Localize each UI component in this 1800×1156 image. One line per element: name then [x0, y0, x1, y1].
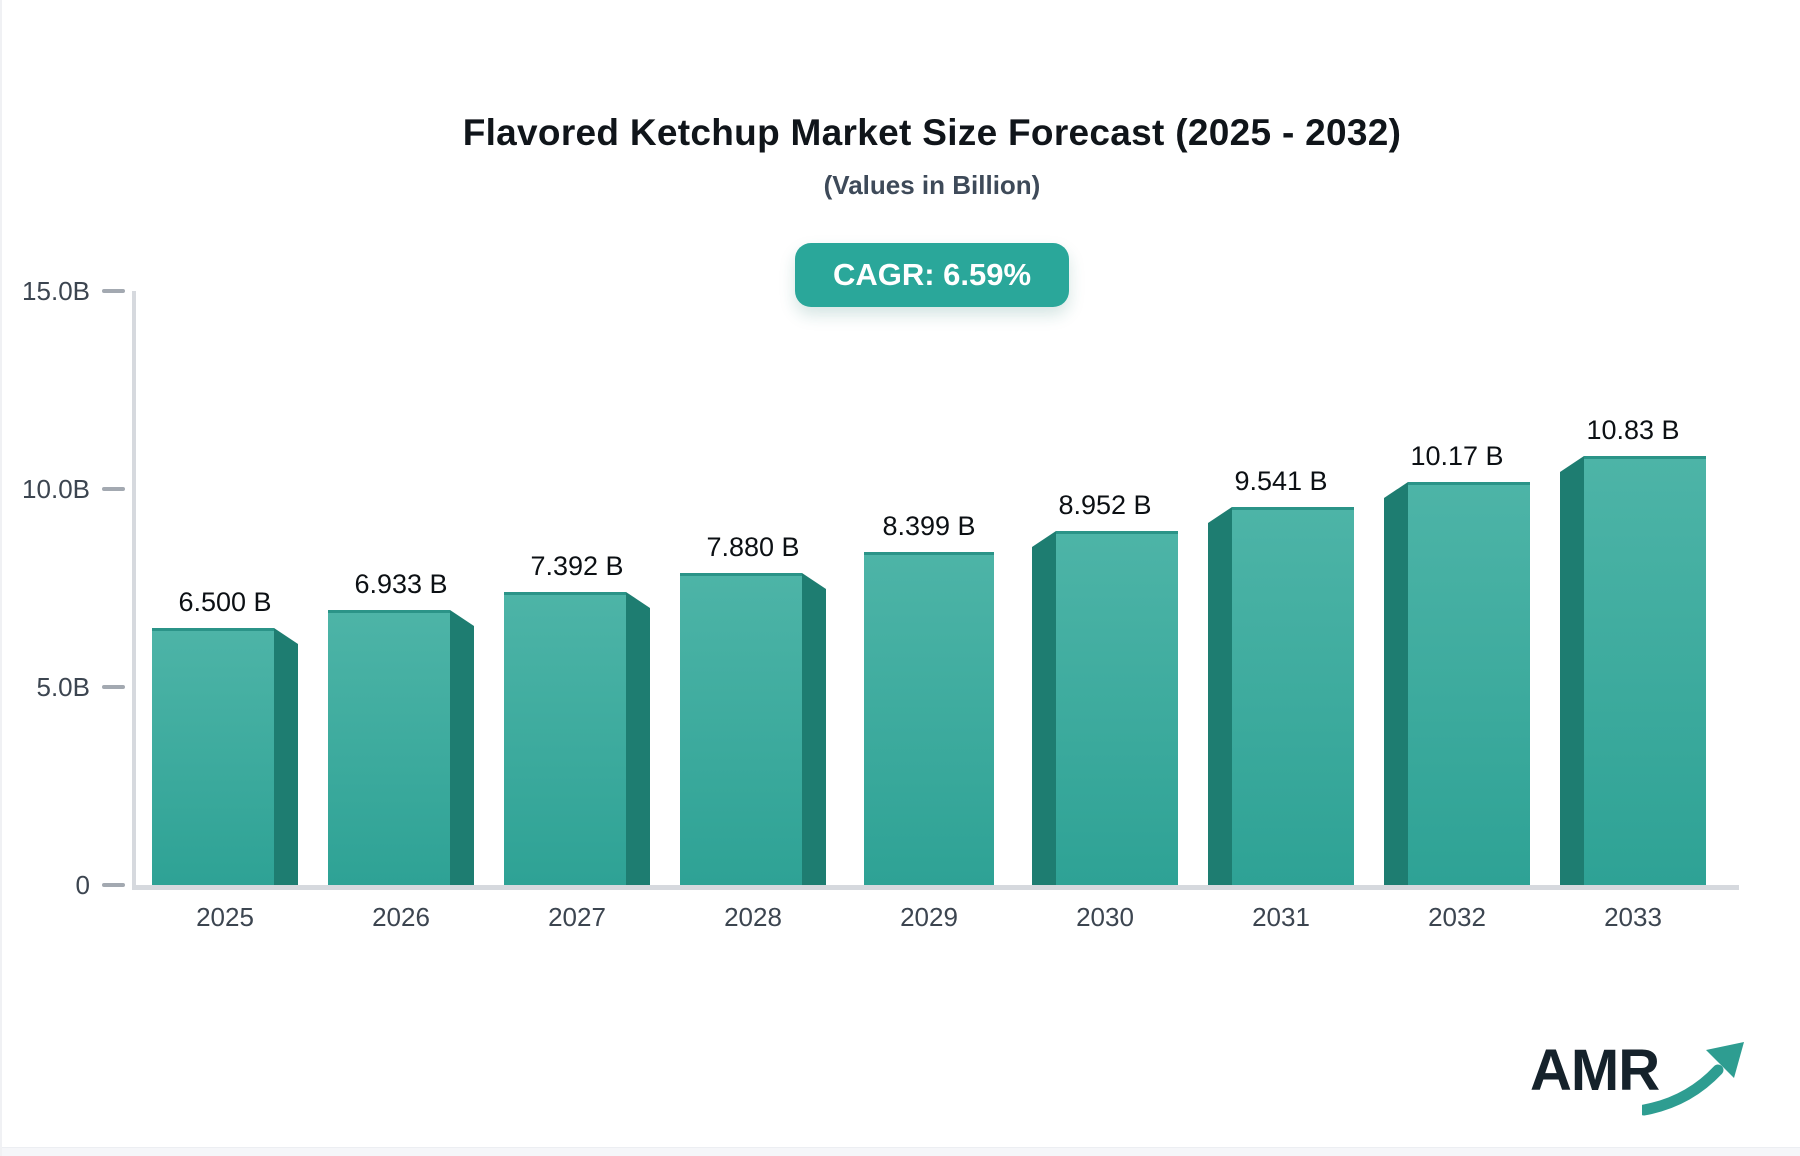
bar-face: [504, 592, 626, 885]
chart-subtitle: (Values in Billion): [823, 170, 1041, 200]
x-tick-label: 2032: [1428, 902, 1486, 932]
bar-side-face: [274, 628, 298, 885]
bar-side-face: [802, 573, 826, 885]
bar-2031: [1208, 507, 1354, 885]
bar-2026: [328, 610, 474, 885]
y-tick-mark: [102, 685, 125, 689]
y-tick-mark: [102, 487, 125, 491]
y-tick-label: 0: [75, 870, 90, 900]
bar-2032: [1384, 482, 1530, 885]
y-tick-label: 5.0B: [36, 672, 91, 702]
x-tick-label: 2028: [724, 902, 782, 932]
y-tick-mark: [102, 289, 125, 293]
bar-face: [680, 573, 802, 885]
bar-value-label: 7.392 B: [530, 551, 624, 581]
logo-text: AMR: [1530, 1038, 1660, 1103]
plot-area: 6.500 B 6.933 B 7.392 B 7.880 B 8.399 B 8.952…: [132, 291, 1739, 885]
bar-face: [152, 628, 274, 885]
bar-2028: [680, 573, 826, 885]
bar-side-face: [450, 610, 474, 885]
bar-value-label: 8.399 B: [882, 511, 976, 541]
bar-value-label: 6.933 B: [354, 569, 448, 599]
y-axis-line: [132, 291, 136, 890]
bar-side-face: [1560, 456, 1584, 885]
bar-2027: [504, 592, 650, 885]
cagr-badge: CAGR: 6.59%: [794, 243, 1070, 307]
bar-side-face: [1208, 507, 1232, 885]
bar-side-face: [1032, 531, 1056, 885]
bar-face: [1232, 507, 1354, 885]
bar-face: [1056, 531, 1178, 885]
bar-value-label: 6.500 B: [178, 587, 272, 617]
bar-value-label: 10.17 B: [1410, 441, 1504, 471]
bar-face: [1408, 482, 1530, 885]
y-tick-label: 15.0B: [22, 276, 90, 306]
bar-2029: [856, 552, 1002, 885]
x-tick-label: 2026: [372, 902, 430, 932]
growth-arrow-icon: [1642, 1042, 1744, 1116]
bar-value-label: 10.83 B: [1586, 415, 1680, 445]
x-tick-label: 2031: [1252, 902, 1310, 932]
bar-face: [864, 552, 994, 885]
x-tick-label: 2029: [900, 902, 958, 932]
bar-2033: [1560, 456, 1706, 885]
bar-face: [328, 610, 450, 885]
y-tick-mark: [102, 883, 125, 887]
x-tick-label: 2027: [548, 902, 606, 932]
bar-side-face: [1384, 482, 1408, 885]
window-bottom-edge: [2, 1147, 1800, 1156]
page-title: Flavored Ketchup Market Size Forecast (2…: [462, 112, 1402, 153]
x-axis-line: [132, 885, 1739, 890]
bar-value-label: 7.880 B: [706, 532, 800, 562]
x-tick-label: 2030: [1076, 902, 1134, 932]
bar-value-label: 8.952 B: [1058, 490, 1152, 520]
bar-face: [1584, 456, 1706, 885]
chart-header: Flavored Ketchup Market Size Forecast (2…: [62, 0, 1800, 307]
bar-side-face: [626, 592, 650, 885]
x-tick-label: 2033: [1604, 902, 1662, 932]
y-tick-label: 10.0B: [22, 474, 90, 504]
bar-2025: [152, 628, 298, 885]
bar-value-label: 9.541 B: [1234, 466, 1328, 496]
bar-chart: 6.500 B 6.933 B 7.392 B 7.880 B 8.399 B 8.952…: [2, 276, 1800, 1011]
x-tick-label: 2025: [196, 902, 254, 932]
bar-2030: [1032, 531, 1178, 885]
amr-logo: AMR: [1530, 1026, 1744, 1116]
